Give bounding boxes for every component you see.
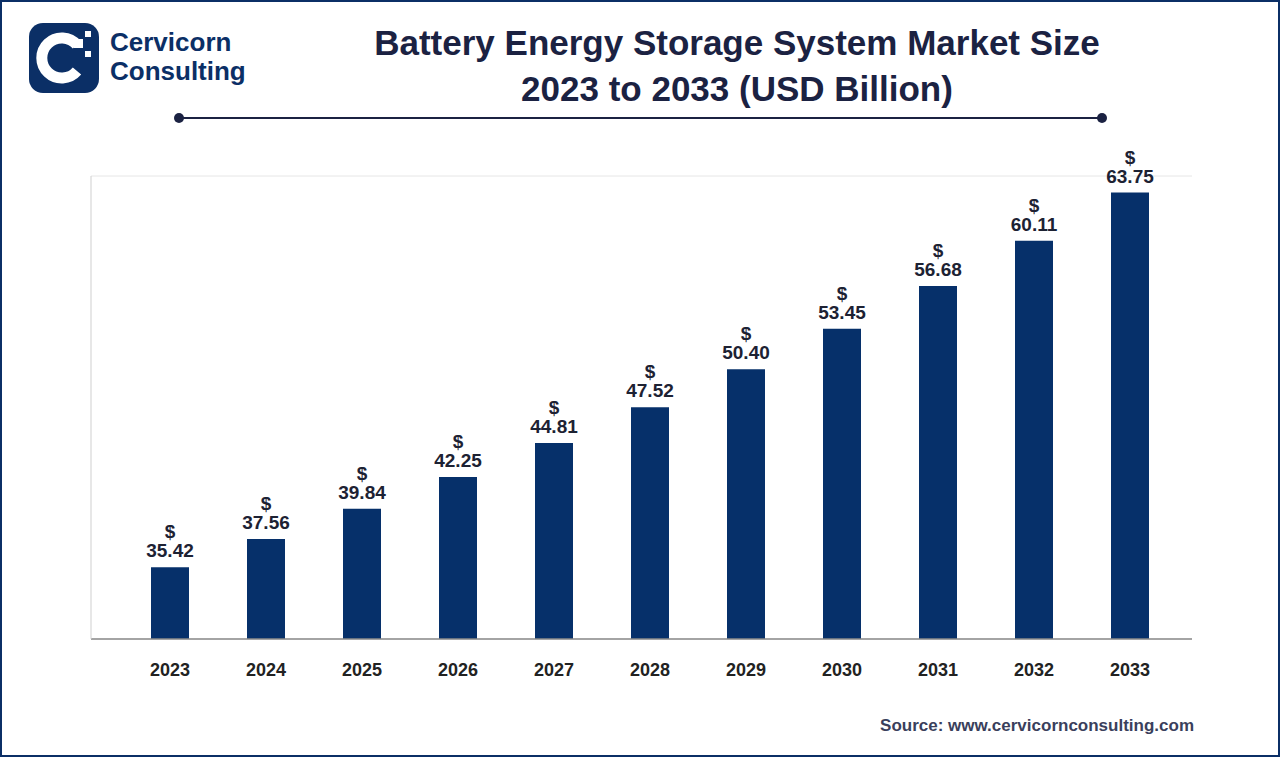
svg-text:$37.56: $37.56 [242,493,290,533]
html-text:Battery Energy Storage System: Battery Energy Storage System Market Siz… [374,23,1100,62]
svg-text:$53.45: $53.45 [818,283,866,323]
svg-text:$56.68: $56.68 [914,240,962,280]
svg-text:$35.42: $35.42 [146,521,194,561]
svg-text:$39.84: $39.84 [338,463,386,503]
html-text:Consulting: Consulting [110,56,246,86]
svg-text:$63.75: $63.75 [1106,147,1154,187]
svg-text:$60.11: $60.11 [1011,195,1058,235]
html-text:Cervicorn: Cervicorn [110,27,232,57]
svg-text:2031: 2031 [918,660,958,680]
svg-text:2025: 2025 [342,660,382,680]
html-text:2023 to 2033 (USD Billion): 2023 to 2033 (USD Billion) [521,69,953,108]
svg-text:2023: 2023 [150,660,190,680]
svg-text:2027: 2027 [534,660,574,680]
svg-text:2026: 2026 [438,660,478,680]
svg-text:$47.52: $47.52 [626,361,674,401]
svg-text:$50.40: $50.40 [722,323,770,363]
svg-text:$42.25: $42.25 [434,431,482,471]
html-text:Source: www.cervicornconsultin: Source: www.cervicornconsulting.com [880,716,1194,735]
svg-text:2029: 2029 [726,660,766,680]
svg-text:$44.81: $44.81 [530,397,578,437]
svg-text:2024: 2024 [246,660,286,680]
svg-text:2028: 2028 [630,660,670,680]
svg-text:2032: 2032 [1014,660,1054,680]
svg-text:2033: 2033 [1110,660,1150,680]
svg-text:2030: 2030 [822,660,862,680]
